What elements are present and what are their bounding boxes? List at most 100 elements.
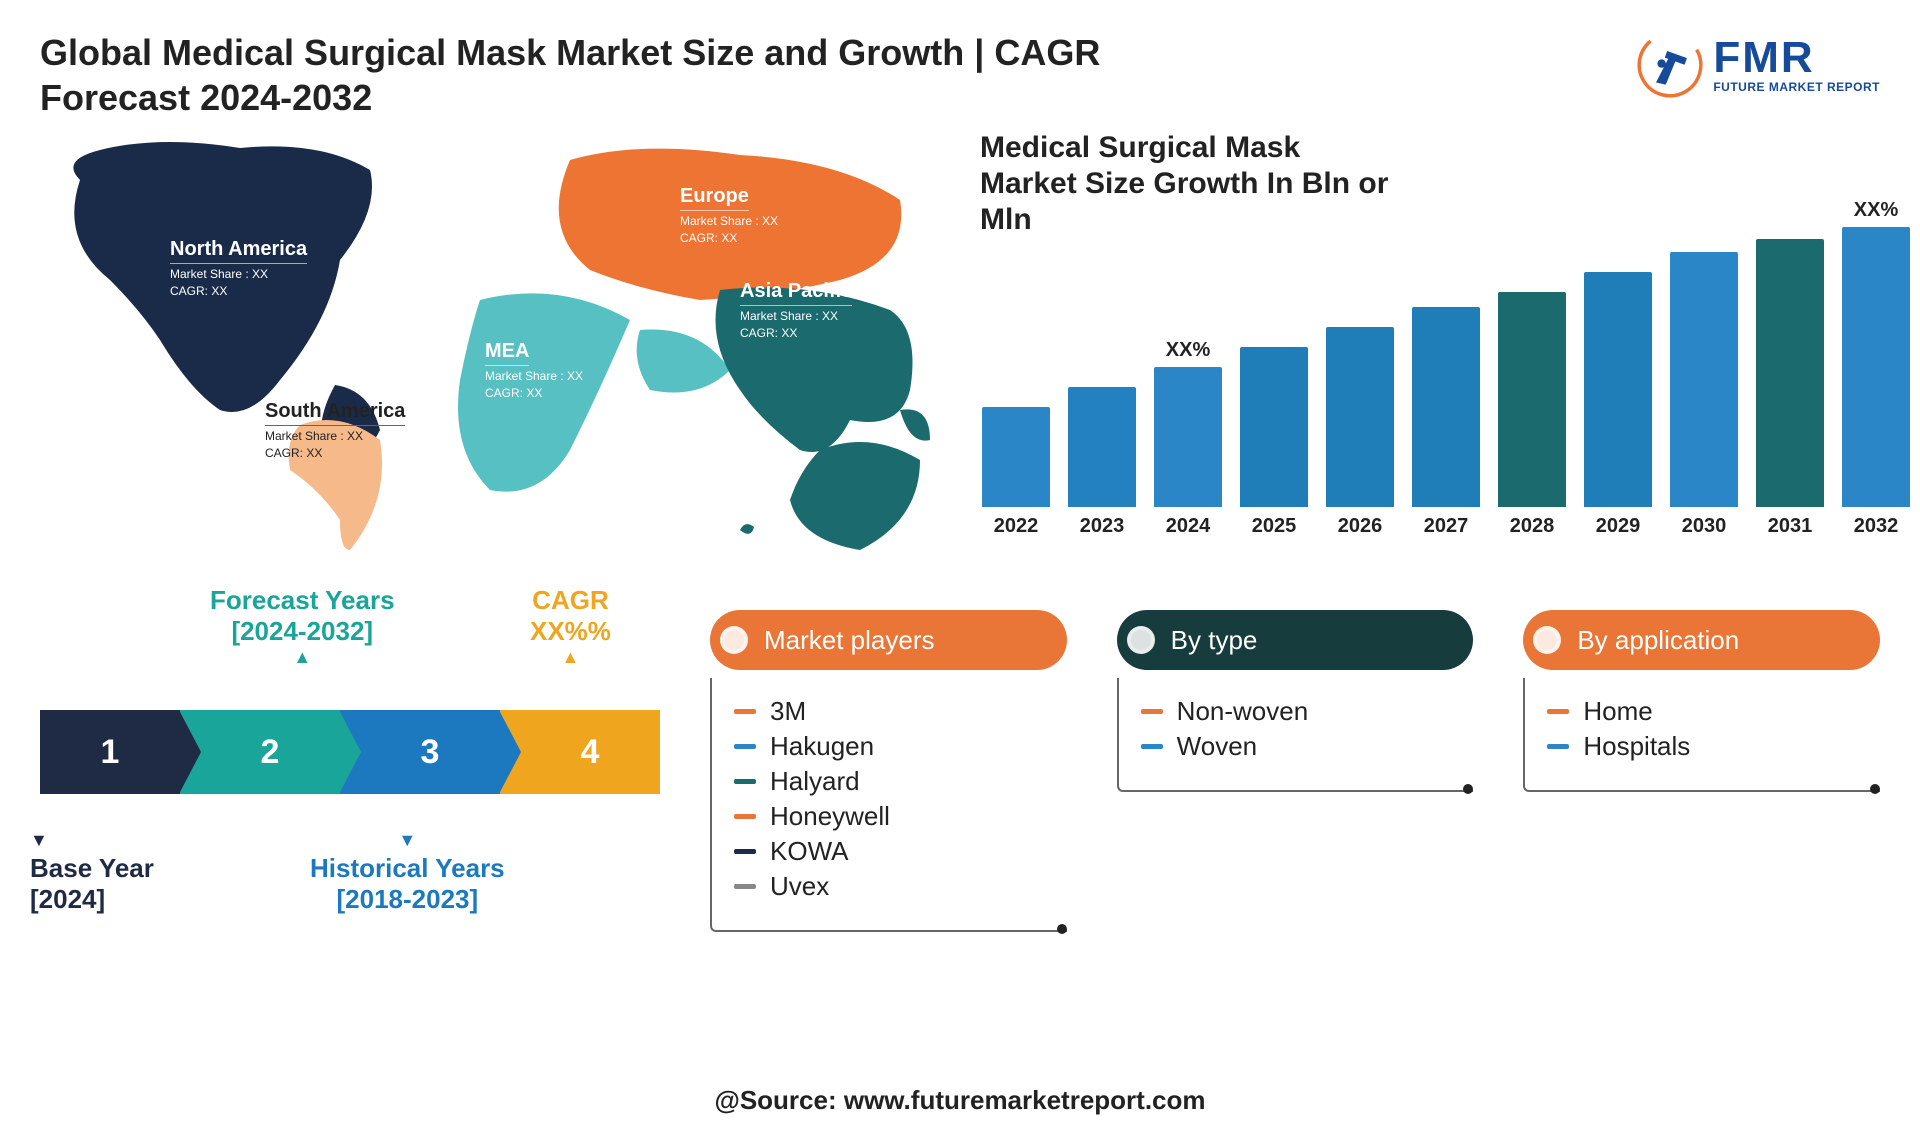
tick-icon [734, 779, 756, 784]
bar-group: XX%2032 [1840, 227, 1912, 538]
app-list: Home Hospitals [1523, 678, 1880, 792]
market-players-col: Market players 3M Hakugen Halyard Honeywell… [710, 610, 1067, 932]
bar-group: 2027 [1410, 307, 1482, 538]
bar-group: 2022 [980, 407, 1052, 538]
bar-year: 2022 [994, 515, 1039, 538]
bar-year: 2032 [1854, 515, 1899, 538]
logo-main-text: FMR [1713, 36, 1880, 80]
bar [1412, 307, 1480, 507]
bar-group: XX%2024 [1152, 367, 1224, 538]
tick-icon [734, 814, 756, 819]
bar [1842, 227, 1910, 507]
bar-year: 2027 [1424, 515, 1469, 538]
list-item-text: KOWA [770, 836, 848, 867]
bar-pct-label: XX% [1854, 199, 1898, 222]
bar-group: 2028 [1496, 292, 1568, 538]
list-item: 3M [734, 696, 1045, 727]
list-item-text: 3M [770, 696, 806, 727]
map-label-na: North America Market Share : XX CAGR: XX [170, 238, 307, 298]
map-label-sa: South America Market Share : XX CAGR: XX [265, 400, 405, 460]
timeline-bar: 1234 [40, 710, 660, 794]
logo: FMR FUTURE MARKET REPORT [1635, 30, 1880, 100]
timeline-segment: 4 [500, 710, 660, 794]
bar [1154, 367, 1222, 507]
timeline-segment: 1 [40, 710, 180, 794]
type-pill: By type [1117, 610, 1474, 670]
list-item-text: Honeywell [770, 801, 890, 832]
list-item: Honeywell [734, 801, 1045, 832]
timeline-infographic: Forecast Years [2024-2032] ▲ CAGR XX%% ▲… [40, 610, 660, 854]
bar [1584, 272, 1652, 507]
telescope-icon [1635, 30, 1705, 100]
bar-group: 2031 [1754, 239, 1826, 538]
by-application-col: By application Home Hospitals [1523, 610, 1880, 792]
timeline-segment: 3 [340, 710, 500, 794]
bar-group: 2030 [1668, 252, 1740, 538]
list-item-text: Woven [1177, 731, 1257, 762]
bar [1756, 239, 1824, 507]
bar-group: 2026 [1324, 327, 1396, 538]
timeline-segment: 2 [180, 710, 340, 794]
tick-icon [1547, 744, 1569, 749]
dot-icon [1533, 626, 1561, 654]
bar [1670, 252, 1738, 507]
chart-title: Medical Surgical Mask Market Size Growth… [980, 130, 1400, 238]
bar [1068, 387, 1136, 507]
list-item: KOWA [734, 836, 1045, 867]
growth-bar-chart: Medical Surgical Mask Market Size Growth… [980, 130, 1912, 560]
list-item-text: Non-woven [1177, 696, 1309, 727]
historical-label: ▼ Historical Years [2018-2023] [310, 830, 505, 915]
list-item-text: Halyard [770, 766, 860, 797]
world-map: North America Market Share : XX CAGR: XX… [40, 130, 940, 560]
bar-year: 2028 [1510, 515, 1555, 538]
bar-group: 2023 [1066, 387, 1138, 538]
list-item-text: Home [1583, 696, 1652, 727]
bar-year: 2029 [1596, 515, 1641, 538]
tick-icon [734, 849, 756, 854]
triangle-down-icon: ▲ [530, 653, 611, 662]
forecast-label: Forecast Years [2024-2032] ▲ [210, 585, 395, 662]
players-pill: Market players [710, 610, 1067, 670]
bar [1498, 292, 1566, 507]
app-pill: By application [1523, 610, 1880, 670]
bar-group: 2029 [1582, 272, 1654, 538]
tick-icon [1141, 709, 1163, 714]
list-item: Non-woven [1141, 696, 1452, 727]
list-item: Halyard [734, 766, 1045, 797]
bar-year: 2031 [1768, 515, 1813, 538]
list-item: Uvex [734, 871, 1045, 902]
bar [1326, 327, 1394, 507]
tick-icon [734, 884, 756, 889]
tick-icon [734, 744, 756, 749]
tick-icon [1141, 744, 1163, 749]
bar-year: 2030 [1682, 515, 1727, 538]
triangle-down-icon: ▼ [30, 836, 154, 845]
list-item-text: Uvex [770, 871, 829, 902]
bar-year: 2024 [1166, 515, 1211, 538]
dot-icon [1127, 626, 1155, 654]
source-text: @Source: www.futuremarketreport.com [714, 1085, 1205, 1116]
map-label-mea: MEA Market Share : XX CAGR: XX [485, 340, 583, 400]
bar-year: 2026 [1338, 515, 1383, 538]
list-item: Woven [1141, 731, 1452, 762]
list-item-text: Hakugen [770, 731, 874, 762]
type-list: Non-woven Woven [1117, 678, 1474, 792]
dot-icon [720, 626, 748, 654]
bar-year: 2023 [1080, 515, 1125, 538]
tick-icon [1547, 709, 1569, 714]
bar-year: 2025 [1252, 515, 1297, 538]
bar [982, 407, 1050, 507]
bar-group: 2025 [1238, 347, 1310, 538]
page-title: Global Medical Surgical Mask Market Size… [40, 30, 1190, 120]
logo-sub-text: FUTURE MARKET REPORT [1713, 80, 1880, 94]
list-item: Hospitals [1547, 731, 1858, 762]
by-type-col: By type Non-woven Woven [1117, 610, 1474, 792]
triangle-down-icon: ▲ [210, 653, 395, 662]
cagr-label: CAGR XX%% ▲ [530, 585, 611, 662]
list-item-text: Hospitals [1583, 731, 1690, 762]
tick-icon [734, 709, 756, 714]
bar [1240, 347, 1308, 507]
map-label-eu: Europe Market Share : XX CAGR: XX [680, 185, 778, 245]
bar-pct-label: XX% [1166, 339, 1210, 362]
list-item: Hakugen [734, 731, 1045, 762]
